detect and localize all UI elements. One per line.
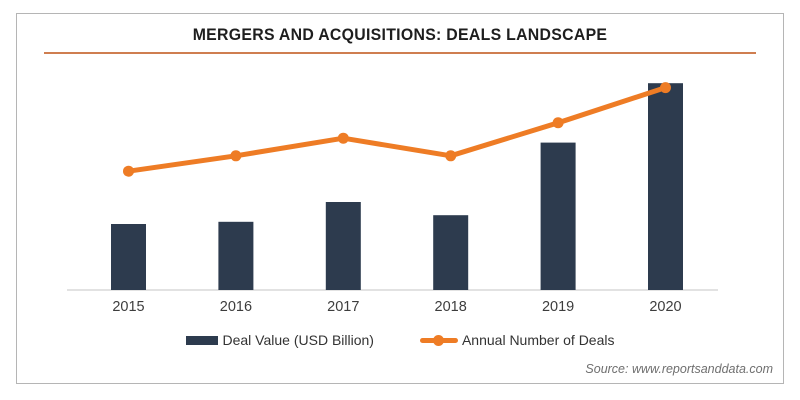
annual-deals-marker-2018 — [445, 150, 457, 162]
legend: Deal Value (USD Billion) Annual Number o… — [16, 332, 784, 348]
legend-item-annual-deals: Annual Number of Deals — [419, 332, 615, 348]
source-attribution: Source: www.reportsanddata.com — [585, 362, 773, 376]
legend-label-annual-deals: Annual Number of Deals — [461, 332, 615, 348]
annual-deals-marker-2016 — [230, 150, 242, 162]
x-tick-label-2019: 2019 — [541, 299, 575, 315]
annual-deals-marker-2017 — [337, 132, 349, 144]
title-divider — [44, 52, 756, 54]
deal-value-bar-2019 — [540, 142, 576, 290]
legend-item-deal-value: Deal Value (USD Billion) — [185, 332, 374, 348]
x-tick-label-2015: 2015 — [112, 299, 145, 315]
deal-value-bar-2017 — [325, 202, 361, 290]
x-tick-label-2017: 2017 — [327, 299, 360, 315]
line-swatch-dot — [432, 334, 444, 346]
annual-deals-marker-2015 — [123, 165, 134, 177]
deal-value-bar-2016 — [218, 221, 254, 290]
bar-series-swatch-icon — [185, 335, 218, 345]
x-tick-label-2020: 2020 — [649, 299, 682, 315]
deal-value-bar-2018 — [433, 215, 469, 290]
x-tick-label-2016: 2016 — [219, 299, 253, 315]
line-series-marker-icon — [419, 334, 458, 346]
annual-deals-marker-2019 — [552, 117, 564, 129]
legend-label-deal-value: Deal Value (USD Billion) — [222, 332, 374, 348]
annual-deals-line — [126, 85, 668, 174]
deal-value-bar-2015 — [111, 224, 146, 290]
annual-deals-marker-2020 — [660, 82, 671, 94]
x-tick-label-2018: 2018 — [434, 299, 467, 315]
deal-value-bar-2020 — [648, 83, 683, 290]
chart-title: MERGERS AND ACQUISITIONS: DEALS LANDSCAP… — [192, 26, 608, 44]
